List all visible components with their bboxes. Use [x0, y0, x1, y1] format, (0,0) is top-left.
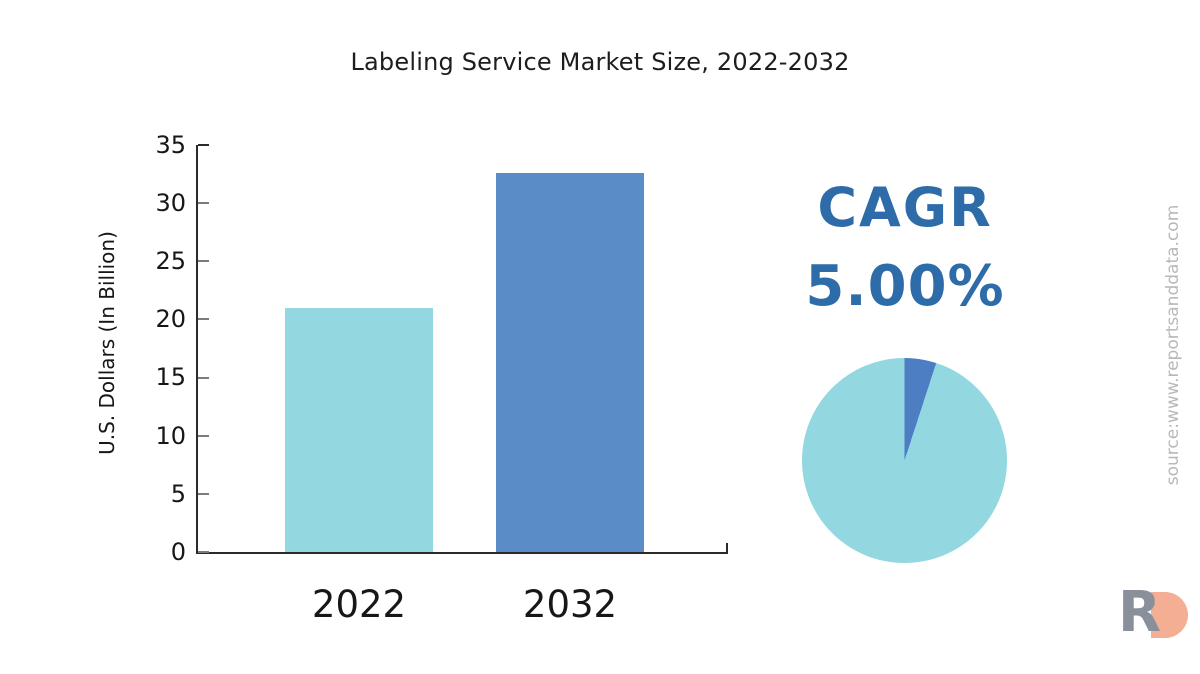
bar-2032 — [496, 172, 644, 552]
x-tick-label-2032: 2032 — [522, 583, 618, 626]
cagr-pie-chart — [802, 358, 1007, 563]
x-tick-label-2022: 2022 — [311, 583, 407, 626]
y-axis-tick-label: 25 — [155, 247, 186, 276]
y-axis-tick — [198, 144, 209, 146]
chart-title: Labeling Service Market Size, 2022-2032 — [350, 48, 850, 76]
y-axis-tick — [198, 376, 209, 379]
y-axis-tick — [198, 318, 209, 321]
y-axis-tick-label: 35 — [155, 130, 186, 159]
y-axis-tick-label: 20 — [155, 305, 186, 334]
logo-letter-d-shape — [1151, 592, 1188, 638]
x-axis-end-tick — [726, 543, 728, 552]
y-axis-tick — [198, 551, 209, 553]
y-axis-tick — [198, 434, 209, 437]
y-axis-tick — [198, 492, 209, 495]
source-watermark: source:www.reportsanddata.com — [1163, 204, 1183, 486]
reports-and-data-logo: R — [1115, 582, 1190, 644]
cagr-label: CAGR — [817, 176, 993, 239]
y-axis-tick — [198, 202, 209, 205]
plot-area — [196, 144, 728, 554]
logo-letter-r: R — [1118, 580, 1162, 645]
y-axis-tick-label: 10 — [155, 421, 186, 450]
y-axis-tick-label: 15 — [155, 363, 186, 392]
y-axis-tick-label: 5 — [170, 479, 186, 508]
bar-2022 — [285, 307, 433, 552]
y-axis-label: U.S. Dollars (In Billion) — [95, 231, 119, 455]
y-axis-tick-labels: 0 5 10 15 20 25 30 35 — [118, 131, 186, 566]
y-axis-tick — [198, 260, 209, 263]
cagr-value: 5.00% — [805, 254, 1005, 319]
y-axis-tick-label: 0 — [170, 537, 186, 566]
y-axis-tick-label: 30 — [155, 188, 186, 217]
